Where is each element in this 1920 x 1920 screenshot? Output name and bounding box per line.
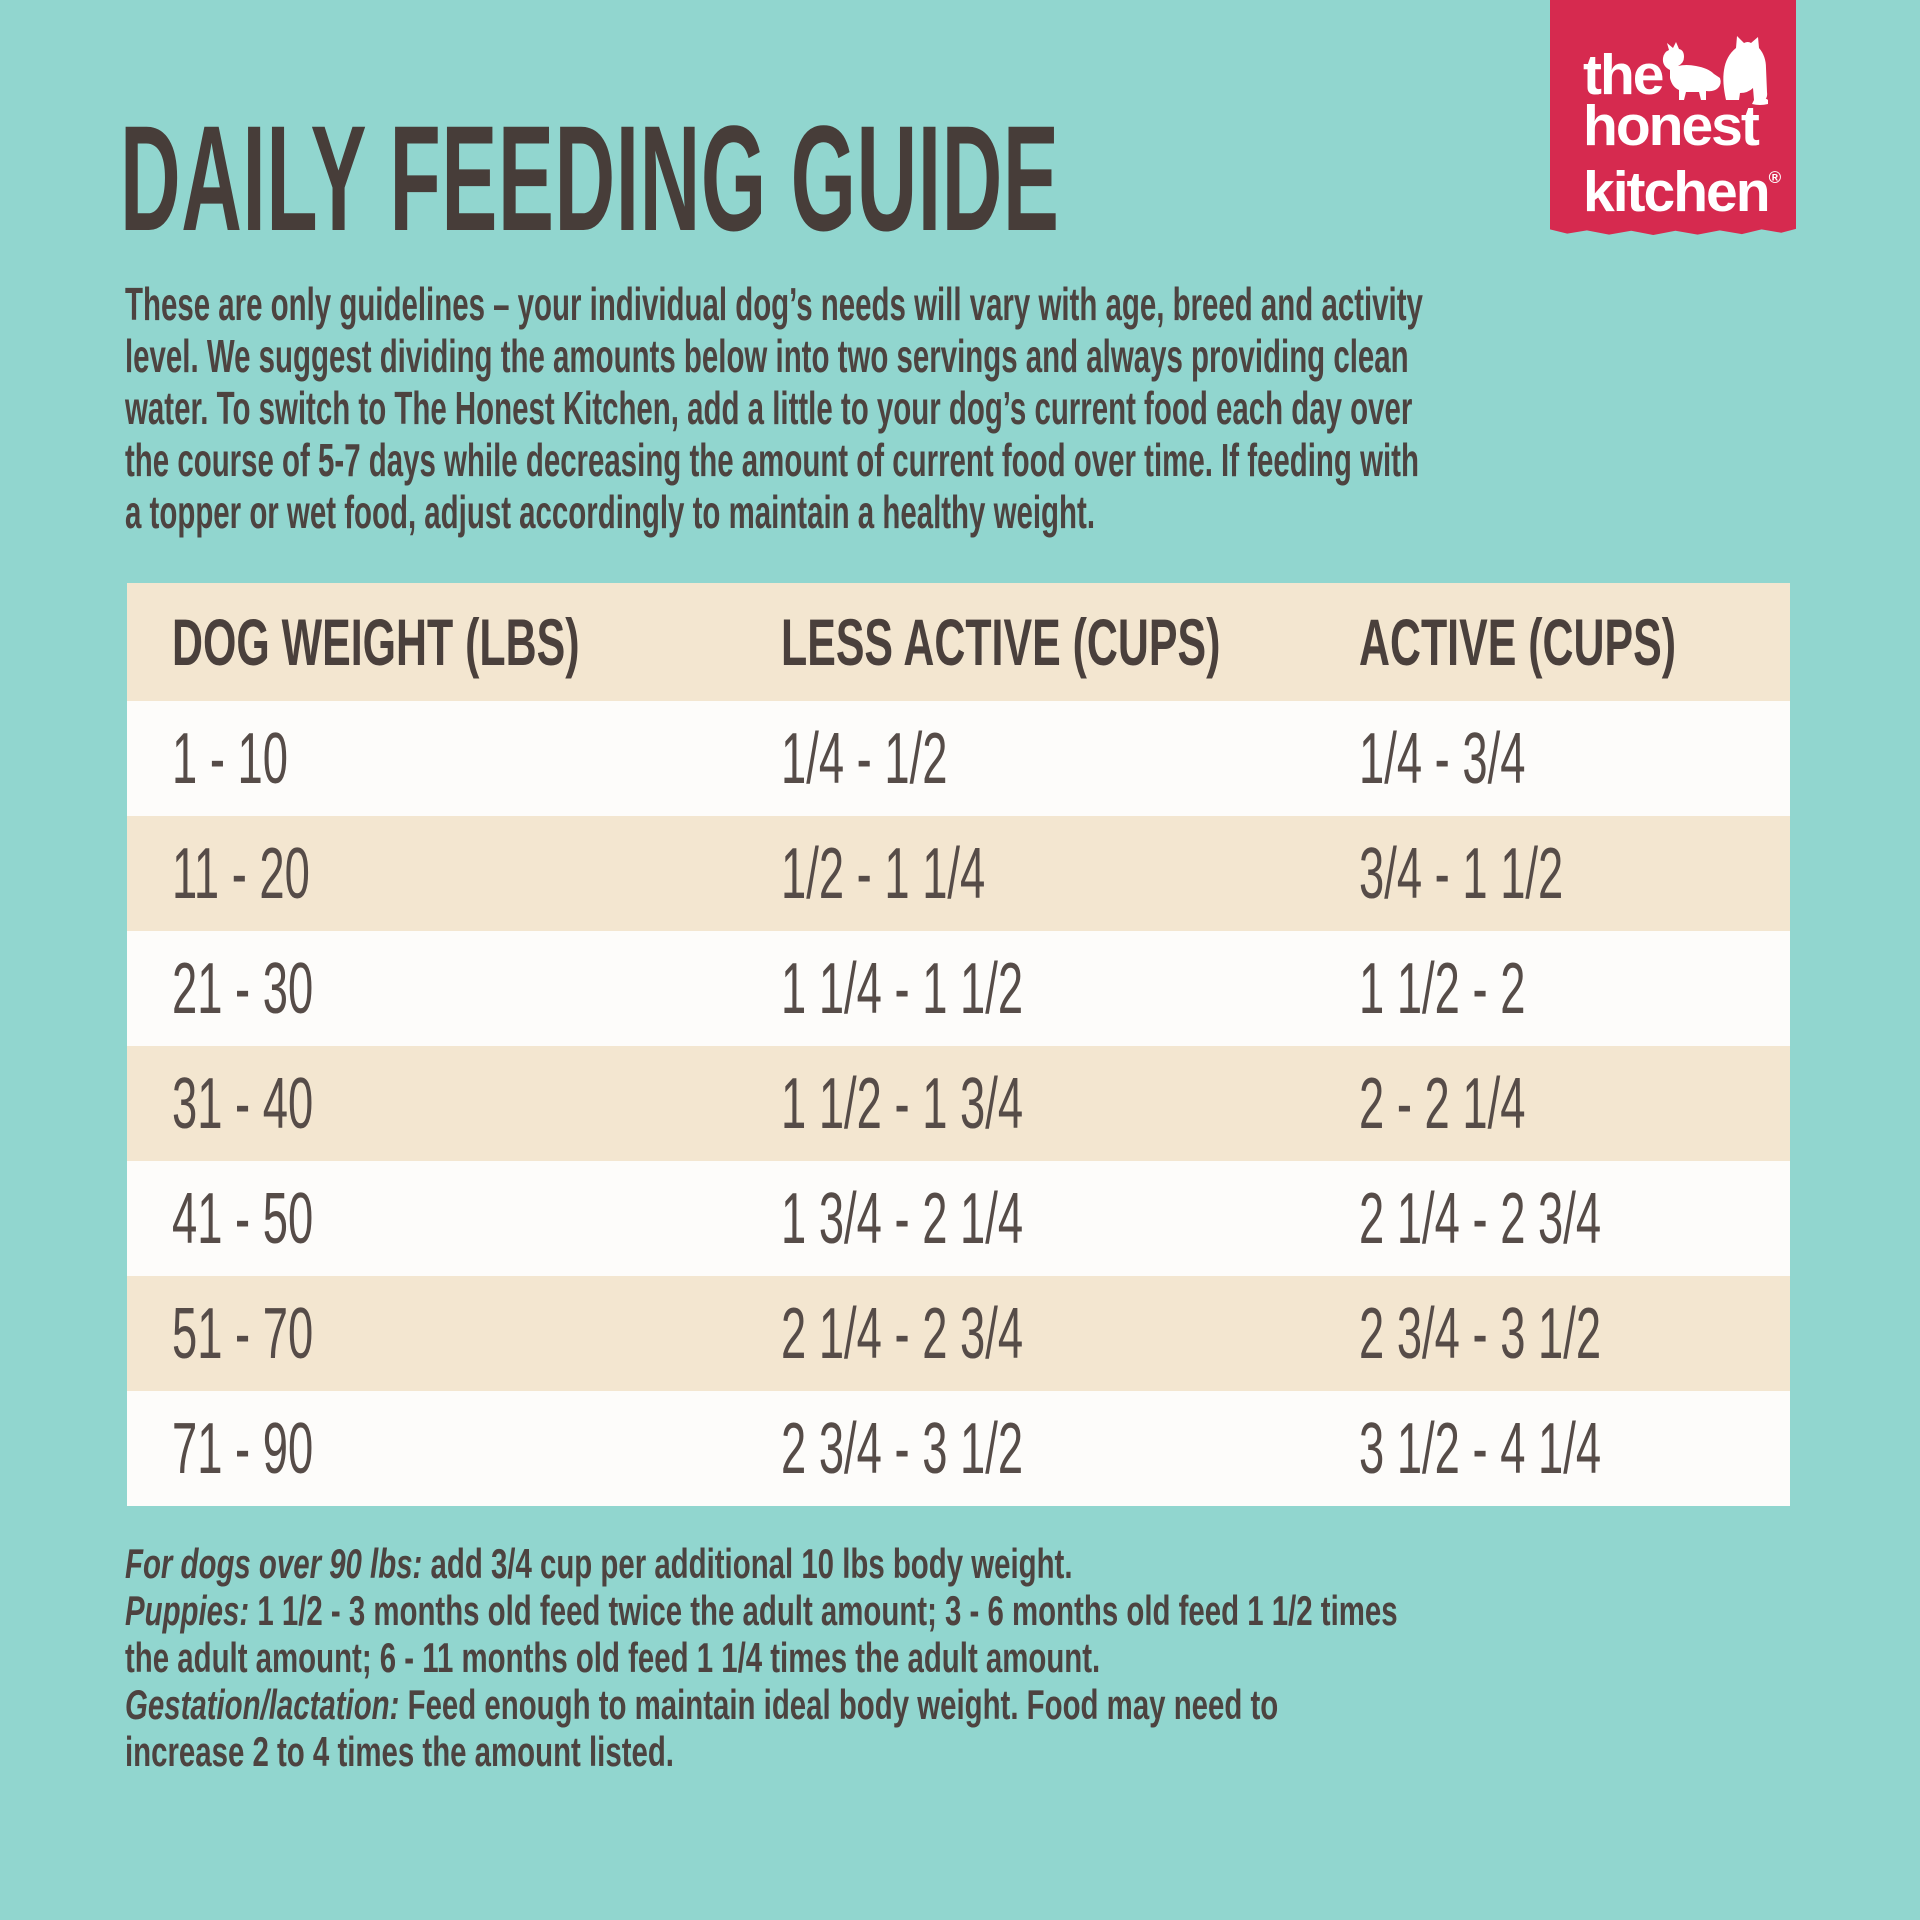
registered-trademark: ®: [1768, 168, 1782, 187]
note-line: the adult amount; 6 - 11 months old feed…: [125, 1634, 1398, 1681]
note-label: Gestation/lactation:: [125, 1681, 400, 1728]
note-text: Feed enough to maintain ideal body weigh…: [399, 1681, 1279, 1728]
honest-kitchen-logo: the honest kitchen®: [1550, 0, 1796, 236]
note-line: increase 2 to 4 times the amount listed.: [125, 1728, 1398, 1775]
cell-less-active: 1 1/4 - 1 1/2: [781, 948, 1024, 1029]
cell-less-active: 1 1/2 - 1 3/4: [781, 1063, 1024, 1144]
table-row: 21 - 30 1 1/4 - 1 1/2 1 1/2 - 2: [127, 931, 1790, 1046]
logo-word-kitchen: kitchen®: [1583, 160, 1782, 224]
cell-weight: 1 - 10: [172, 718, 288, 799]
logo-word-honest: honest: [1583, 94, 1760, 158]
intro-line: water. To switch to The Honest Kitchen, …: [125, 382, 1413, 434]
cell-less-active: 1 3/4 - 2 1/4: [781, 1178, 1024, 1259]
header-dog-weight: DOG WEIGHT (LBS): [172, 605, 580, 679]
table-row: 41 - 50 1 3/4 - 2 1/4 2 1/4 - 2 3/4: [127, 1161, 1790, 1276]
cell-active: 1 1/2 - 2: [1359, 948, 1526, 1029]
table-row: 51 - 70 2 1/4 - 2 3/4 2 3/4 - 3 1/2: [127, 1276, 1790, 1391]
note-text: the adult amount; 6 - 11 months old feed…: [125, 1634, 1101, 1681]
intro-line: a topper or wet food, adjust accordingly…: [125, 486, 1095, 538]
cell-weight: 31 - 40: [172, 1063, 314, 1144]
table-header-row: DOG WEIGHT (LBS) LESS ACTIVE (CUPS) ACTI…: [127, 583, 1790, 701]
page-title: DAILY FEEDING GUIDE: [120, 94, 1060, 262]
cell-weight: 21 - 30: [172, 948, 314, 1029]
table-row: 1 - 10 1/4 - 1/2 1/4 - 3/4: [127, 701, 1790, 816]
cell-less-active: 1/4 - 1/2: [781, 718, 948, 799]
note-line: Gestation/lactation: Feed enough to main…: [125, 1681, 1398, 1728]
cell-weight: 71 - 90: [172, 1408, 314, 1489]
table-row: 71 - 90 2 3/4 - 3 1/2 3 1/2 - 4 1/4: [127, 1391, 1790, 1506]
cell-active: 3 1/2 - 4 1/4: [1359, 1408, 1602, 1489]
header-active: ACTIVE (CUPS): [1359, 605, 1676, 679]
cell-active: 2 3/4 - 3 1/2: [1359, 1293, 1602, 1374]
logo-word-the: the: [1583, 43, 1665, 107]
cell-weight: 11 - 20: [172, 833, 310, 914]
footnotes: For dogs over 90 lbs: add 3/4 cup per ad…: [125, 1540, 1920, 1775]
intro-line: These are only guidelines – your individ…: [125, 278, 1423, 330]
cell-less-active: 2 1/4 - 2 3/4: [781, 1293, 1024, 1374]
cell-active: 2 1/4 - 2 3/4: [1359, 1178, 1602, 1259]
cell-weight: 41 - 50: [172, 1178, 314, 1259]
cell-active: 2 - 2 1/4: [1359, 1063, 1526, 1144]
note-line: Puppies: 1 1/2 - 3 months old feed twice…: [125, 1587, 1398, 1634]
intro-line: level. We suggest dividing the amounts b…: [125, 330, 1409, 382]
intro-line: the course of 5-7 days while decreasing …: [125, 434, 1419, 486]
cat-and-dog-icon: [1662, 36, 1768, 105]
table-row: 31 - 40 1 1/2 - 1 3/4 2 - 2 1/4: [127, 1046, 1790, 1161]
cell-less-active: 2 3/4 - 3 1/2: [781, 1408, 1024, 1489]
note-text: increase 2 to 4 times the amount listed.: [125, 1728, 674, 1775]
note-label: For dogs over 90 lbs:: [125, 1540, 423, 1587]
table-row: 11 - 20 1/2 - 1 1/4 3/4 - 1 1/2: [127, 816, 1790, 931]
cell-less-active: 1/2 - 1 1/4: [781, 833, 986, 914]
note-label: Puppies:: [125, 1587, 250, 1634]
feeding-table: DOG WEIGHT (LBS) LESS ACTIVE (CUPS) ACTI…: [127, 583, 1790, 1506]
logo-wordmark: the honest kitchen®: [1583, 43, 1782, 224]
cell-active: 3/4 - 1 1/2: [1359, 833, 1564, 914]
note-text: add 3/4 cup per additional 10 lbs body w…: [422, 1540, 1073, 1587]
note-line: For dogs over 90 lbs: add 3/4 cup per ad…: [125, 1540, 1398, 1587]
cell-active: 1/4 - 3/4: [1359, 718, 1526, 799]
header-less-active: LESS ACTIVE (CUPS): [781, 605, 1221, 679]
cell-weight: 51 - 70: [172, 1293, 314, 1374]
intro-paragraph: These are only guidelines – your individ…: [125, 278, 1920, 538]
note-text: 1 1/2 - 3 months old feed twice the adul…: [249, 1587, 1398, 1634]
